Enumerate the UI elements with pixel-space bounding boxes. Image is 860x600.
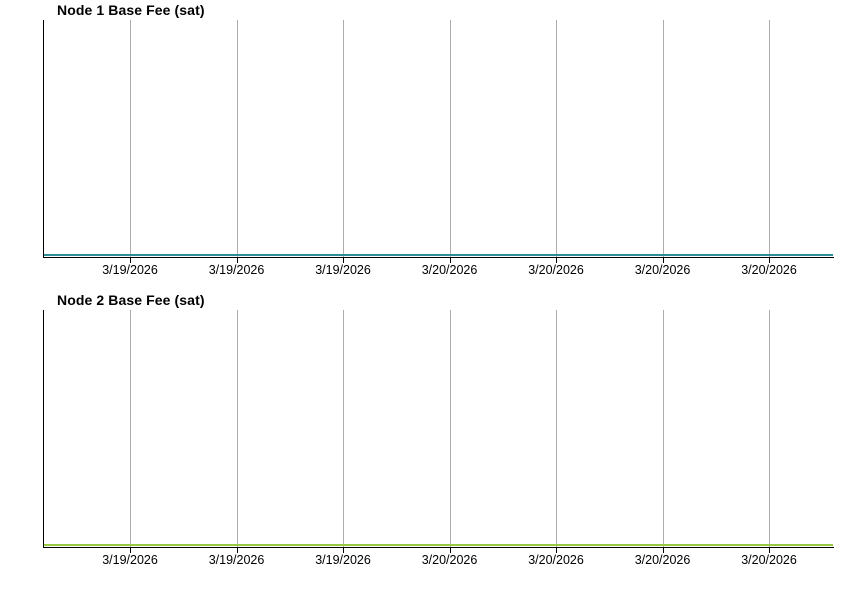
chart-title: Node 1 Base Fee (sat)	[57, 2, 205, 18]
series-zero-line	[44, 254, 833, 256]
x-axis-tick-label: 3/19/2026	[315, 553, 371, 567]
vertical-gridline	[662, 310, 664, 548]
vertical-gridline	[662, 20, 664, 258]
x-axis-tick	[662, 258, 664, 263]
vertical-gridline	[769, 310, 770, 548]
x-axis-tick	[556, 258, 557, 263]
vertical-gridline	[130, 20, 131, 258]
vertical-gridline	[769, 20, 770, 258]
chart-node1-base-fee: Node 1 Base Fee (sat) 3/19/2026 3/19/2026…	[0, 0, 860, 290]
x-axis-tick	[343, 258, 344, 263]
x-axis-tick	[769, 548, 770, 553]
x-axis-tick	[236, 548, 238, 553]
x-axis-tick-label: 3/19/2026	[102, 263, 158, 277]
x-axis-tick-label: 3/20/2026	[528, 553, 584, 567]
x-axis-tick-label: 3/20/2026	[421, 553, 478, 567]
x-axis-tick	[449, 548, 451, 553]
x-axis-tick-label: 3/20/2026	[634, 553, 691, 567]
vertical-gridline	[236, 310, 238, 548]
x-axis-tick-label: 3/20/2026	[634, 263, 691, 277]
chart-node2-base-fee: Node 2 Base Fee (sat) 3/19/2026 3/19/2026…	[0, 290, 860, 580]
x-axis-tick	[236, 258, 238, 263]
vertical-gridline	[343, 310, 344, 548]
x-axis-tick-label: 3/19/2026	[102, 553, 158, 567]
x-axis-tick-label: 3/20/2026	[741, 553, 797, 567]
series-zero-line	[44, 544, 833, 546]
vertical-gridline	[449, 20, 451, 258]
x-axis-tick-label: 3/19/2026	[315, 263, 371, 277]
vertical-gridline	[236, 20, 238, 258]
vertical-gridline	[556, 310, 557, 548]
vertical-gridline	[556, 20, 557, 258]
y-axis-line	[43, 310, 44, 548]
x-axis-tick	[769, 258, 770, 263]
vertical-gridline	[130, 310, 131, 548]
vertical-gridline	[449, 310, 451, 548]
x-axis-tick-label: 3/20/2026	[528, 263, 584, 277]
x-axis-line	[43, 257, 834, 258]
x-axis-tick	[449, 258, 451, 263]
x-axis-tick	[556, 548, 557, 553]
chart-title: Node 2 Base Fee (sat)	[57, 292, 205, 308]
plot-area: 3/19/2026 3/19/2026 3/19/2026 3/20/2026 3/20…	[0, 0, 860, 290]
y-axis-line	[43, 20, 44, 258]
vertical-gridline	[343, 20, 344, 258]
x-axis-tick	[130, 548, 131, 553]
x-axis-tick-label: 3/20/2026	[741, 263, 797, 277]
x-axis-tick-label: 3/20/2026	[421, 263, 478, 277]
plot-area: 3/19/2026 3/19/2026 3/19/2026 3/20/2026 3/20…	[0, 290, 860, 580]
x-axis-tick-label: 3/19/2026	[208, 553, 265, 567]
x-axis-line	[43, 547, 834, 548]
x-axis-tick	[662, 548, 664, 553]
x-axis-tick	[130, 258, 131, 263]
x-axis-tick	[343, 548, 344, 553]
x-axis-tick-label: 3/19/2026	[208, 263, 265, 277]
